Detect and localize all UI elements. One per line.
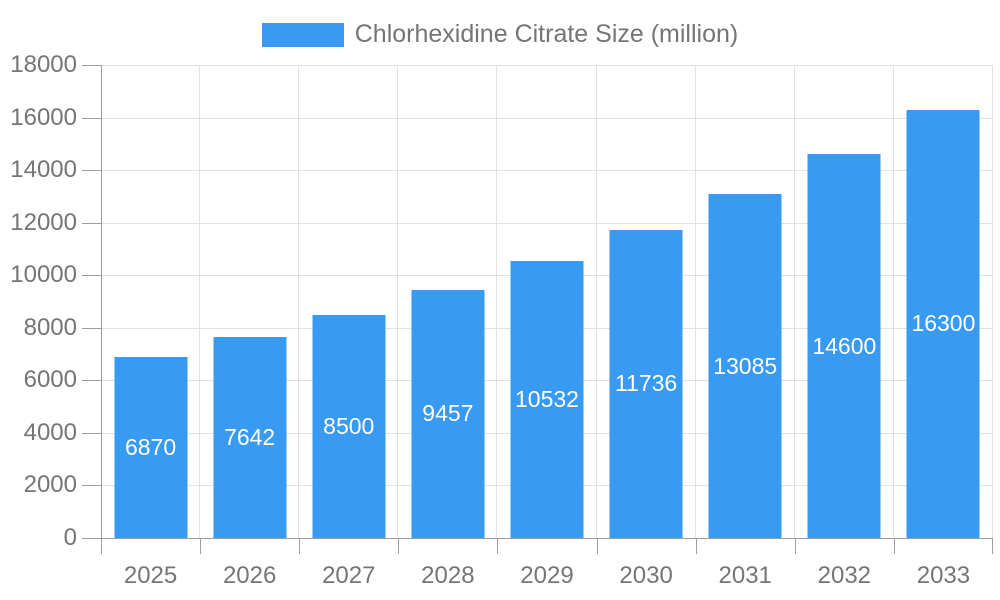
y-axis-tick-label: 10000 [10,261,77,289]
y-axis-tick-label: 8000 [23,313,77,341]
bar-column: 7642 2026 [200,65,299,589]
x-axis-line [101,538,993,539]
bar-value-label: 14600 [812,332,877,359]
y-axis-tick [82,485,101,487]
x-axis-tick [200,538,202,554]
y-axis-tick [82,275,101,277]
bar-column: 13085 2031 [696,65,795,589]
x-axis-category-label: 2027 [322,562,376,589]
v-gridline [992,65,993,538]
y-axis-tick [82,380,101,382]
legend-label: Chlorhexidine Citrate Size (million) [354,20,739,48]
x-axis-category-label: 2031 [718,562,772,589]
h-gridline [101,222,993,224]
bar-2025[interactable]: 6870 [114,357,188,538]
v-gridline [892,65,894,538]
bar-value-label: 10532 [515,386,579,413]
x-axis-tick [497,538,499,554]
y-axis-tick [82,222,101,224]
x-axis-tick [695,538,697,554]
bar-2030[interactable]: 11736 [609,229,683,538]
bar-value-label: 11736 [614,370,678,397]
bar-2026[interactable]: 7642 [213,337,287,538]
x-axis-category-label: 2033 [916,562,971,589]
h-gridline [101,170,993,172]
x-axis-category-label: 2032 [817,562,872,589]
bar-value-label: 8500 [323,412,375,439]
v-gridline [694,65,696,538]
bar-value-label: 7642 [224,424,276,451]
bar-column: 8500 2027 [299,65,398,589]
v-gridline [496,65,498,538]
legend-swatch-icon [261,22,344,47]
bar-2033[interactable]: 16300 [906,109,980,538]
y-axis-tick-label: 16000 [10,103,77,131]
y-axis-tick-label: 0 [63,524,77,551]
bar-column: 11736 2030 [597,65,696,589]
bar-2029[interactable]: 10532 [510,261,584,538]
v-gridline [793,65,795,538]
bar-value-label: 13085 [713,352,778,379]
x-axis-tick [299,538,301,554]
plot-area: 6870 2025 7642 2026 8500 2027 9457 2028 10532 202… [10,52,993,589]
x-axis-tick [794,538,796,554]
bar-value-label: 9457 [422,400,474,427]
y-axis-tick [82,170,101,172]
bar-2032[interactable]: 14600 [807,154,881,538]
x-axis-category-label: 2029 [520,562,574,589]
h-gridline [101,117,993,119]
bars-layer: 6870 2025 7642 2026 8500 2027 9457 2028 10532 202… [101,65,993,589]
y-axis-tick [82,432,101,434]
x-axis-tick [101,538,102,554]
x-axis-category-label: 2028 [421,562,475,589]
y-axis-tick-label: 2000 [23,471,77,499]
x-axis-tick [992,538,993,554]
v-gridline [595,65,597,538]
h-gridline [101,65,993,66]
x-axis-category-label: 2030 [619,562,673,589]
y-axis-tick-label: 6000 [23,366,77,394]
y-axis-tick [82,327,101,329]
x-axis-tick [893,538,895,554]
bar-2028[interactable]: 9457 [411,289,485,538]
v-gridline [298,65,300,538]
x-axis-tick [398,538,400,554]
y-axis-tick-label: 18000 [10,51,77,78]
bar-value-label: 6870 [124,434,177,461]
bar-column: 9457 2028 [398,65,497,589]
v-gridline [397,65,399,538]
v-gridline [199,65,201,538]
y-axis-tick [82,65,101,66]
y-axis-tick-label: 14000 [10,156,77,184]
bar-2027[interactable]: 8500 [312,314,386,538]
bar-column: 14600 2032 [795,65,894,589]
legend[interactable]: Chlorhexidine Citrate Size (million) [0,20,1000,49]
x-axis-category-label: 2025 [123,562,178,589]
y-axis-tick-label: 4000 [23,418,77,446]
x-axis-tick [596,538,598,554]
y-axis-line [101,65,102,538]
bar-column: 6870 2025 [101,65,200,589]
bar-value-label: 16300 [911,310,976,337]
y-axis-tick [82,538,101,539]
bar-column: 16300 2033 [894,65,993,589]
bar-column: 10532 2029 [497,65,596,589]
y-axis-tick [82,117,101,119]
x-axis-category-label: 2026 [222,562,277,589]
bar-2031[interactable]: 13085 [708,194,782,538]
y-axis-tick-label: 12000 [10,208,77,236]
